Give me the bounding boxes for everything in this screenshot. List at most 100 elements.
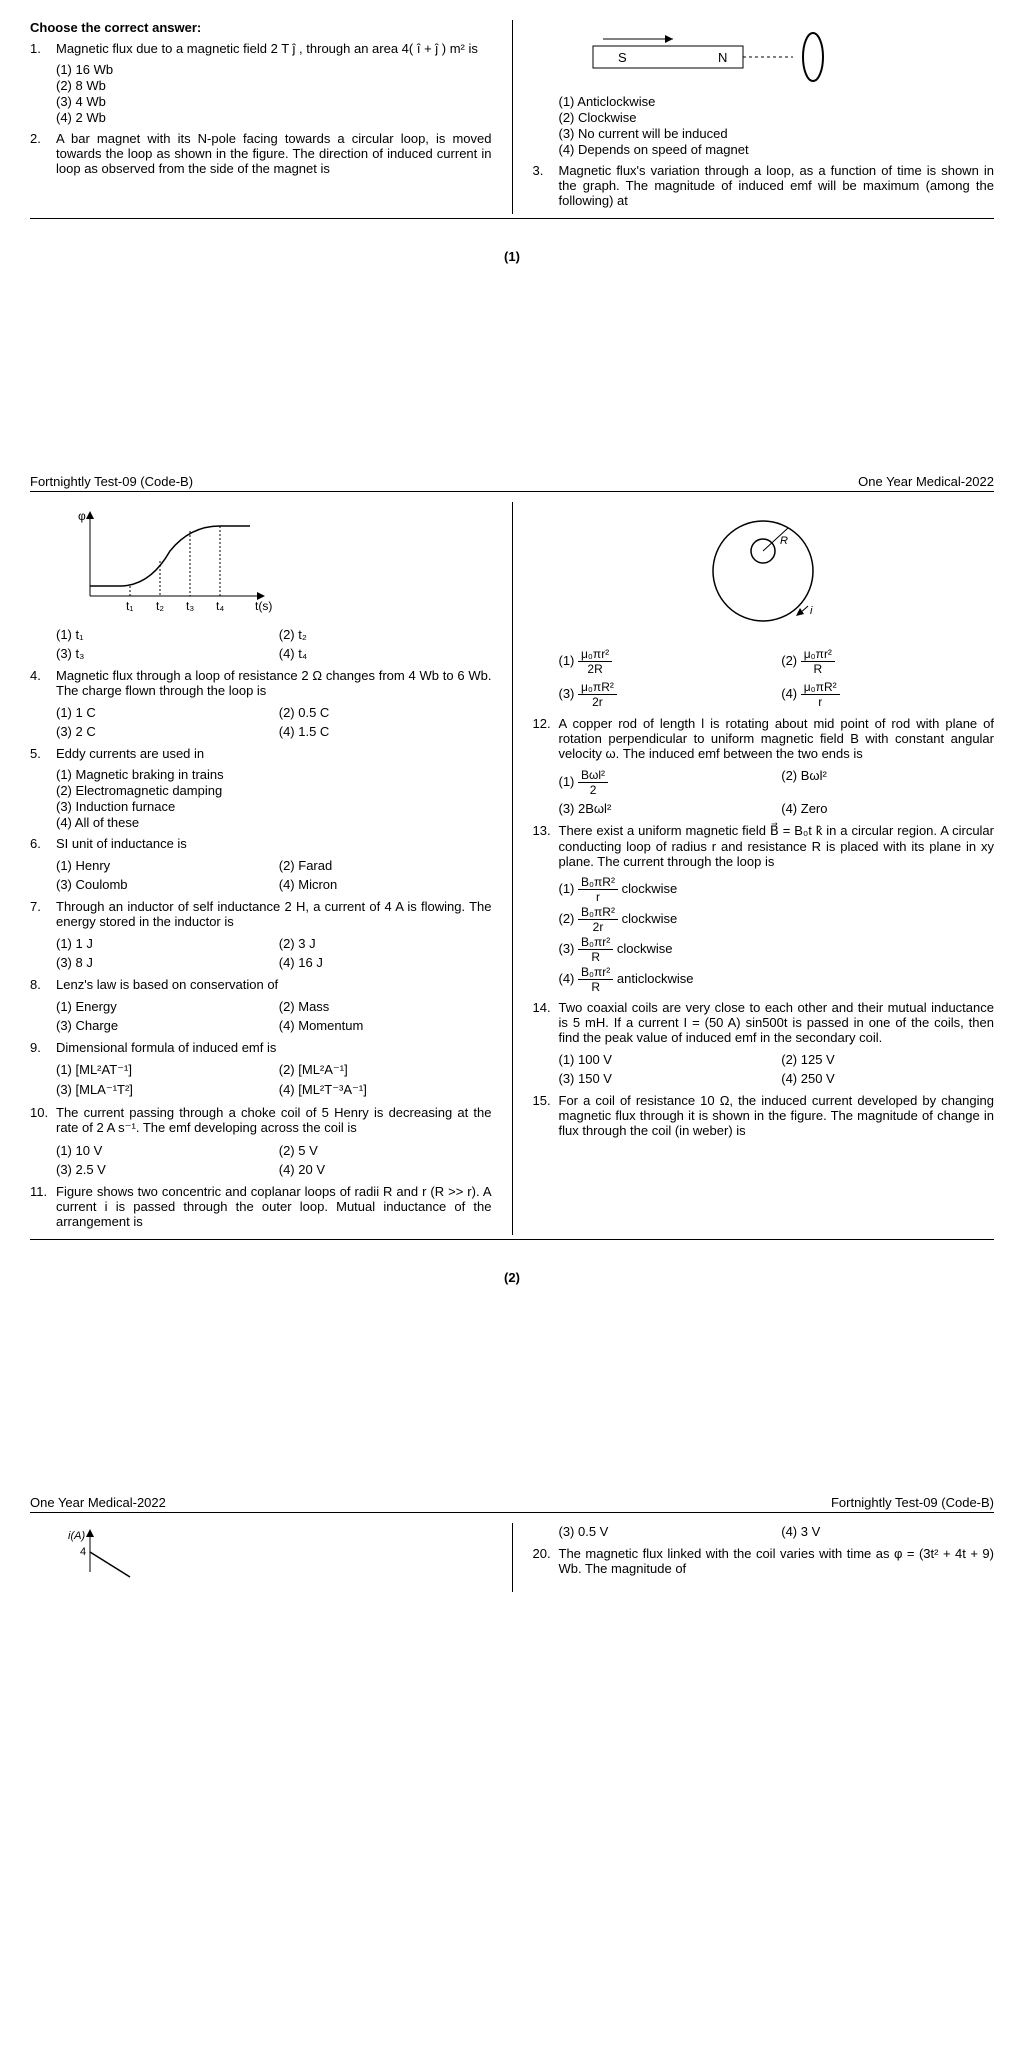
q2-opts: (1) Anticlockwise (2) Clockwise (3) No c… — [559, 94, 995, 157]
q15-num: 15. — [533, 1093, 559, 1138]
q9-o3: (3) [MLA⁻¹T²] — [56, 1082, 269, 1098]
q1-o1: (1) 16 Wb — [56, 62, 492, 77]
q4: 4. Magnetic flux through a loop of resis… — [30, 668, 492, 698]
q14-num: 14. — [533, 1000, 559, 1045]
q5-o1: (1) Magnetic braking in trains — [56, 767, 492, 782]
q12-o3: (3) 2Bωl² — [559, 801, 772, 816]
q13-text: There exist a uniform magnetic field B⃗ … — [559, 823, 995, 869]
col-divider-2 — [512, 502, 513, 1235]
q15-o4: (4) 3 V — [781, 1524, 994, 1539]
q11-text: Figure shows two concentric and coplanar… — [56, 1184, 492, 1229]
magnet-figure: S N — [563, 24, 863, 84]
q7-text: Through an inductor of self inductance 2… — [56, 899, 492, 929]
q8-o1: (1) Energy — [56, 999, 269, 1014]
page1-left-col: Choose the correct answer: 1. Magnetic f… — [30, 20, 492, 214]
q13-num: 13. — [533, 823, 559, 869]
q2-o2: (2) Clockwise — [559, 110, 995, 125]
q6-o4: (4) Micron — [279, 877, 492, 892]
q1-o4: (4) 2 Wb — [56, 110, 492, 125]
q5: 5. Eddy currents are used in — [30, 746, 492, 761]
q11-num: 11. — [30, 1184, 56, 1229]
col-divider-3 — [512, 1523, 513, 1592]
q6-o1: (1) Henry — [56, 858, 269, 873]
q10-o2: (2) 5 V — [279, 1143, 492, 1158]
q12-o2: (2) Bωl² — [781, 768, 994, 797]
q2: 2. A bar magnet with its N-pole facing t… — [30, 131, 492, 176]
q12-num: 12. — [533, 716, 559, 761]
q6-o3: (3) Coulomb — [56, 877, 269, 892]
q10-opts: (1) 10 V (2) 5 V (3) 2.5 V (4) 20 V — [56, 1142, 492, 1178]
graph-x-label: t(s) — [255, 599, 272, 613]
graph-t4: t₄ — [216, 599, 224, 613]
q11-o1: (1) μ₀πr²2R — [559, 647, 772, 676]
q5-num: 5. — [30, 746, 56, 761]
q5-o4: (4) All of these — [56, 815, 492, 830]
page1-fragment: Choose the correct answer: 1. Magnetic f… — [30, 20, 994, 264]
q1-opts: (1) 16 Wb (2) 8 Wb (3) 4 Wb (4) 2 Wb — [56, 62, 492, 125]
graph-t1: t₁ — [126, 599, 133, 613]
magnet-n-label: N — [718, 50, 727, 65]
q4-text: Magnetic flux through a loop of resistan… — [56, 668, 492, 698]
q3-num: 3. — [533, 163, 559, 208]
q4-num: 4. — [30, 668, 56, 698]
q1: 1. Magnetic flux due to a magnetic field… — [30, 41, 492, 56]
q5-text: Eddy currents are used in — [56, 746, 492, 761]
page-gap-1 — [30, 294, 994, 474]
q7-o2: (2) 3 J — [279, 936, 492, 951]
flux-time-graph: φ t(s) t₁ t₂ t₃ t₄ — [60, 506, 280, 616]
q6-opts: (1) Henry (2) Farad (3) Coulomb (4) Micr… — [56, 857, 492, 893]
page2-right-col: R i (1) μ₀πr²2R (2) μ₀πr²R (3) μ₀πR²2r — [533, 502, 995, 1235]
q7-o1: (1) 1 J — [56, 936, 269, 951]
q8-o2: (2) Mass — [279, 999, 492, 1014]
q10-o3: (3) 2.5 V — [56, 1162, 269, 1177]
q3-o4: (4) t₄ — [279, 646, 492, 661]
q13-o1: (1) B₀πR²r clockwise — [559, 875, 995, 904]
q8-num: 8. — [30, 977, 56, 992]
q2-o4: (4) Depends on speed of magnet — [559, 142, 995, 157]
page3-header-right: Fortnightly Test-09 (Code-B) — [831, 1495, 994, 1510]
q12-o1: (1) Bωl²2 — [559, 768, 772, 797]
current-time-graph: i(A) 4 — [60, 1527, 200, 1582]
q6: 6. SI unit of inductance is — [30, 836, 492, 851]
q7-o4: (4) 16 J — [279, 955, 492, 970]
q14: 14. Two coaxial coils are very close to … — [533, 1000, 995, 1045]
q3-text: Magnetic flux's variation through a loop… — [559, 163, 995, 208]
q7-opts: (1) 1 J (2) 3 J (3) 8 J (4) 16 J — [56, 935, 492, 971]
q12: 12. A copper rod of length l is rotating… — [533, 716, 995, 761]
q3-o3: (3) t₃ — [56, 646, 269, 661]
q1-o2: (2) 8 Wb — [56, 78, 492, 93]
q8-o3: (3) Charge — [56, 1018, 269, 1033]
q9-o4: (4) [ML²T⁻³A⁻¹] — [279, 1082, 492, 1098]
page3-left-col: i(A) 4 — [30, 1523, 492, 1592]
q15-o3: (3) 0.5 V — [559, 1524, 772, 1539]
q6-o2: (2) Farad — [279, 858, 492, 873]
q15-opts-cont: (3) 0.5 V (4) 3 V — [559, 1523, 995, 1540]
q11: 11. Figure shows two concentric and copl… — [30, 1184, 492, 1229]
page2-header-right: One Year Medical-2022 — [858, 474, 994, 489]
q7-o3: (3) 8 J — [56, 955, 269, 970]
col-divider-1 — [512, 20, 513, 214]
loop-i-label: i — [810, 605, 813, 617]
q8-o4: (4) Momentum — [279, 1018, 492, 1033]
page-gap-2 — [30, 1315, 994, 1495]
q1-o3: (3) 4 Wb — [56, 94, 492, 109]
graph-t2: t₂ — [156, 599, 164, 613]
q7: 7. Through an inductor of self inductanc… — [30, 899, 492, 929]
q2-o1: (1) Anticlockwise — [559, 94, 995, 109]
q9-text: Dimensional formula of induced emf is — [56, 1040, 492, 1055]
q12-text: A copper rod of length l is rotating abo… — [559, 716, 995, 761]
q13-o4: (4) B₀πr²R anticlockwise — [559, 965, 995, 994]
q13-opts: (1) B₀πR²r clockwise (2) B₀πR²2r clockwi… — [559, 875, 995, 994]
q14-o2: (2) 125 V — [781, 1052, 994, 1067]
graph-ia-label: i(A) — [68, 1530, 85, 1542]
q9-o2: (2) [ML²A⁻¹] — [279, 1062, 492, 1078]
q12-o4: (4) Zero — [781, 801, 994, 816]
q5-opts: (1) Magnetic braking in trains (2) Elect… — [56, 767, 492, 830]
q4-opts: (1) 1 C (2) 0.5 C (3) 2 C (4) 1.5 C — [56, 704, 492, 740]
q8: 8. Lenz's law is based on conservation o… — [30, 977, 492, 992]
q2-num: 2. — [30, 131, 56, 176]
q20-text: The magnetic flux linked with the coil v… — [559, 1546, 995, 1576]
q20: 20. The magnetic flux linked with the co… — [533, 1546, 995, 1576]
q3-opts: (1) t₁ (2) t₂ (3) t₃ (4) t₄ — [56, 626, 492, 662]
q10: 10. The current passing through a choke … — [30, 1105, 492, 1136]
